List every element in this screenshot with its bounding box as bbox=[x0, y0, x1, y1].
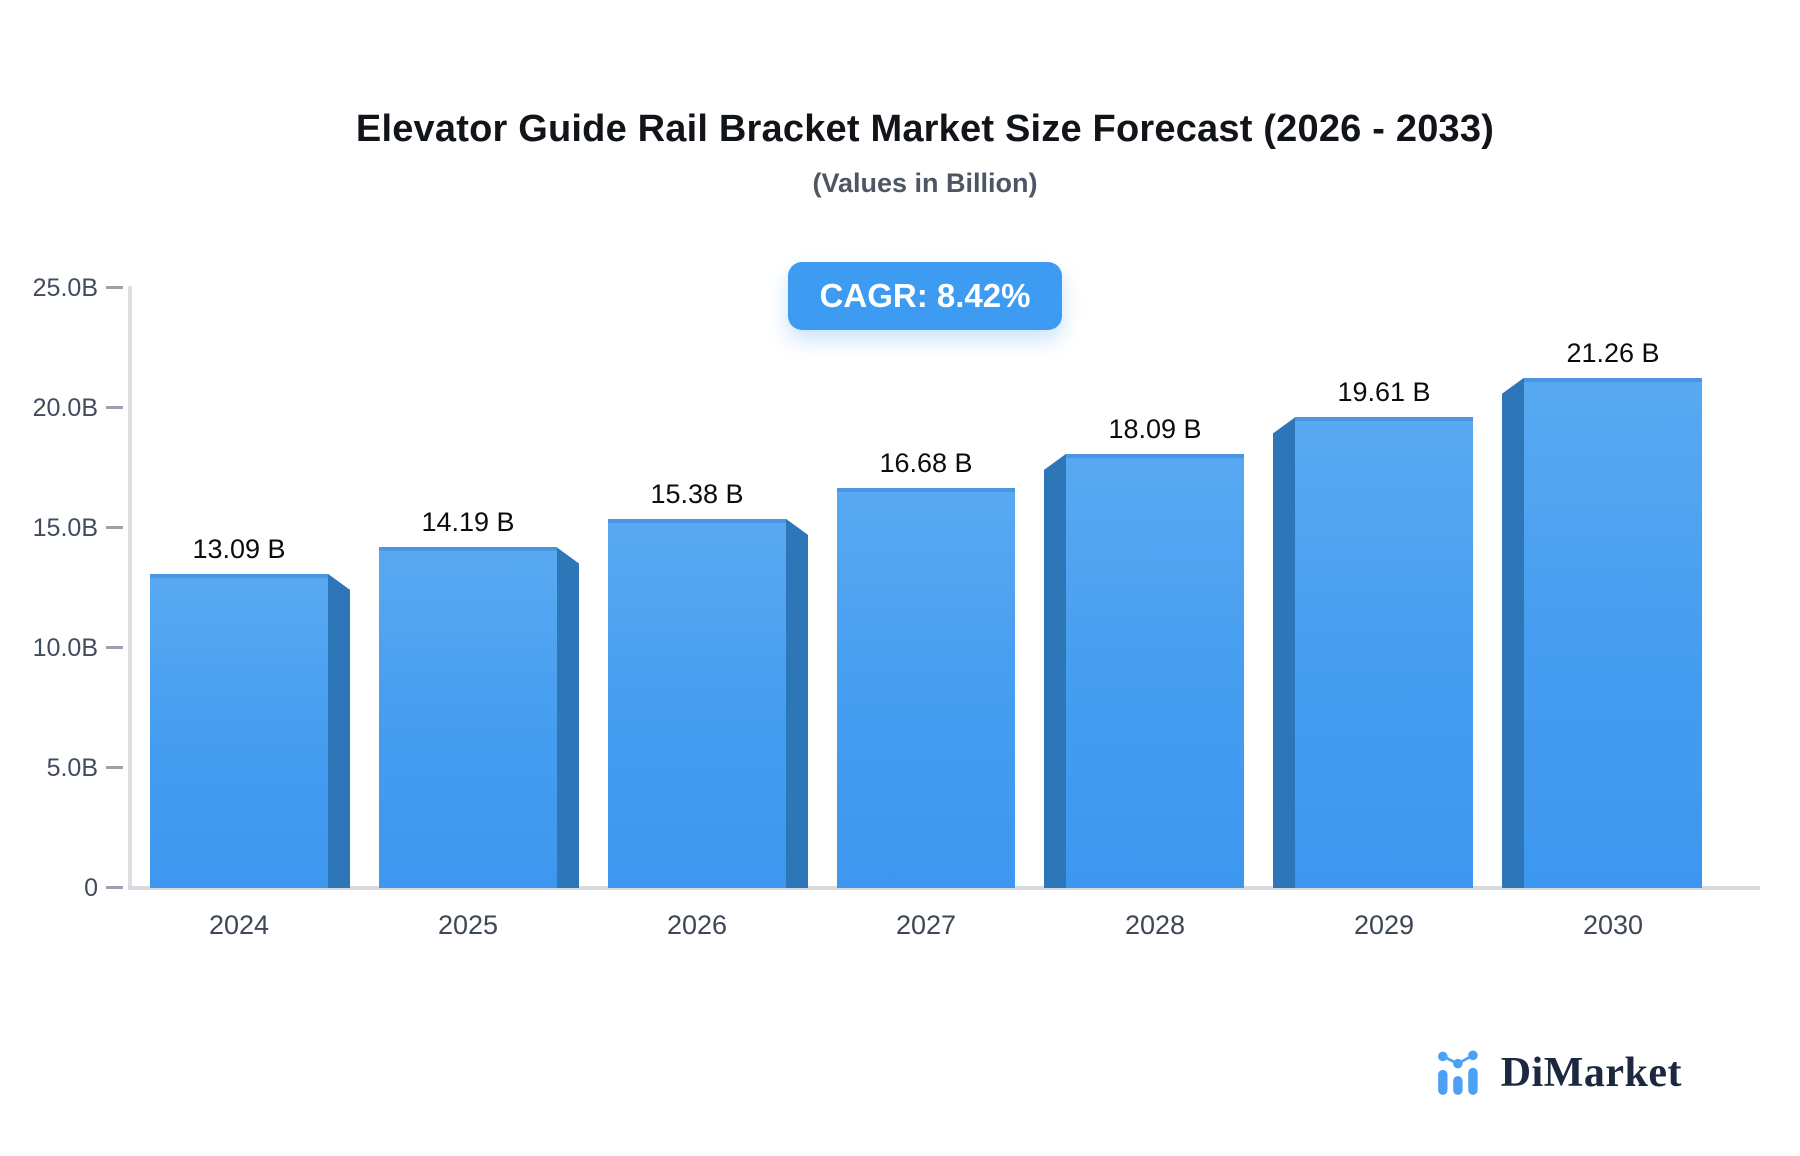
y-axis-tick-label: 15.0B bbox=[32, 514, 98, 542]
bar-2028 bbox=[1066, 453, 1244, 888]
y-axis-tick-label: 10.0B bbox=[32, 634, 98, 662]
x-axis-category-label: 2026 bbox=[666, 910, 728, 940]
bar-value-label: 21.26 B bbox=[1566, 337, 1660, 368]
brand-name: DiMarket bbox=[1500, 1050, 1682, 1096]
x-axis-category-label: 2028 bbox=[1124, 910, 1186, 940]
bar-value-label: 16.68 B bbox=[879, 447, 973, 478]
brand-logo: DiMarket bbox=[1435, 1038, 1682, 1108]
y-axis-line bbox=[128, 286, 132, 890]
bar-2029 bbox=[1295, 417, 1473, 888]
bar-value-label: 18.09 B bbox=[1108, 413, 1202, 444]
mini-bar-chart-trend-icon bbox=[1435, 1048, 1487, 1098]
bar-3d-side bbox=[786, 518, 808, 888]
bar-2026 bbox=[608, 518, 786, 888]
x-axis-category-label: 2024 bbox=[208, 910, 270, 940]
y-axis-tick-mark bbox=[106, 646, 123, 649]
bar-3d-side bbox=[328, 573, 350, 888]
bar-value-label: 13.09 B bbox=[192, 533, 286, 564]
y-axis-tick-label: 5.0B bbox=[46, 754, 98, 782]
y-axis-tick-label: 20.0B bbox=[32, 394, 98, 422]
bar-2027 bbox=[837, 487, 1015, 888]
y-axis-tick-label: 25.0B bbox=[32, 274, 98, 302]
bar-3d-side bbox=[557, 547, 579, 888]
y-axis-tick-mark bbox=[106, 406, 123, 409]
bar-value-label: 15.38 B bbox=[650, 478, 744, 509]
bar-value-label: 19.61 B bbox=[1337, 377, 1431, 408]
bar-3d-side bbox=[1273, 417, 1295, 888]
bar-3d-side bbox=[1502, 377, 1524, 888]
bar-2024 bbox=[150, 573, 328, 888]
x-axis-category-label: 2029 bbox=[1353, 910, 1415, 940]
bar-2030 bbox=[1524, 377, 1702, 888]
bar-3d-side bbox=[1044, 453, 1066, 888]
x-axis-category-label: 2027 bbox=[895, 910, 957, 940]
x-axis-category-label: 2030 bbox=[1582, 910, 1644, 940]
chart-title: Elevator Guide Rail Bracket Market Size … bbox=[355, 108, 1495, 150]
bar-2025 bbox=[379, 547, 557, 888]
cagr-badge: CAGR: 8.42% bbox=[788, 262, 1062, 330]
x-axis-baseline bbox=[128, 886, 1760, 890]
chart-subtitle: (Values in Billion) bbox=[812, 168, 1038, 198]
y-axis-tick-mark bbox=[106, 766, 123, 769]
y-axis-tick-label: 0 bbox=[84, 874, 98, 902]
y-axis-tick-mark bbox=[106, 526, 123, 529]
y-axis-tick-mark bbox=[106, 286, 123, 289]
x-axis-category-label: 2025 bbox=[437, 910, 499, 940]
y-axis-tick-mark bbox=[106, 886, 123, 889]
bar-value-label: 14.19 B bbox=[421, 507, 515, 538]
